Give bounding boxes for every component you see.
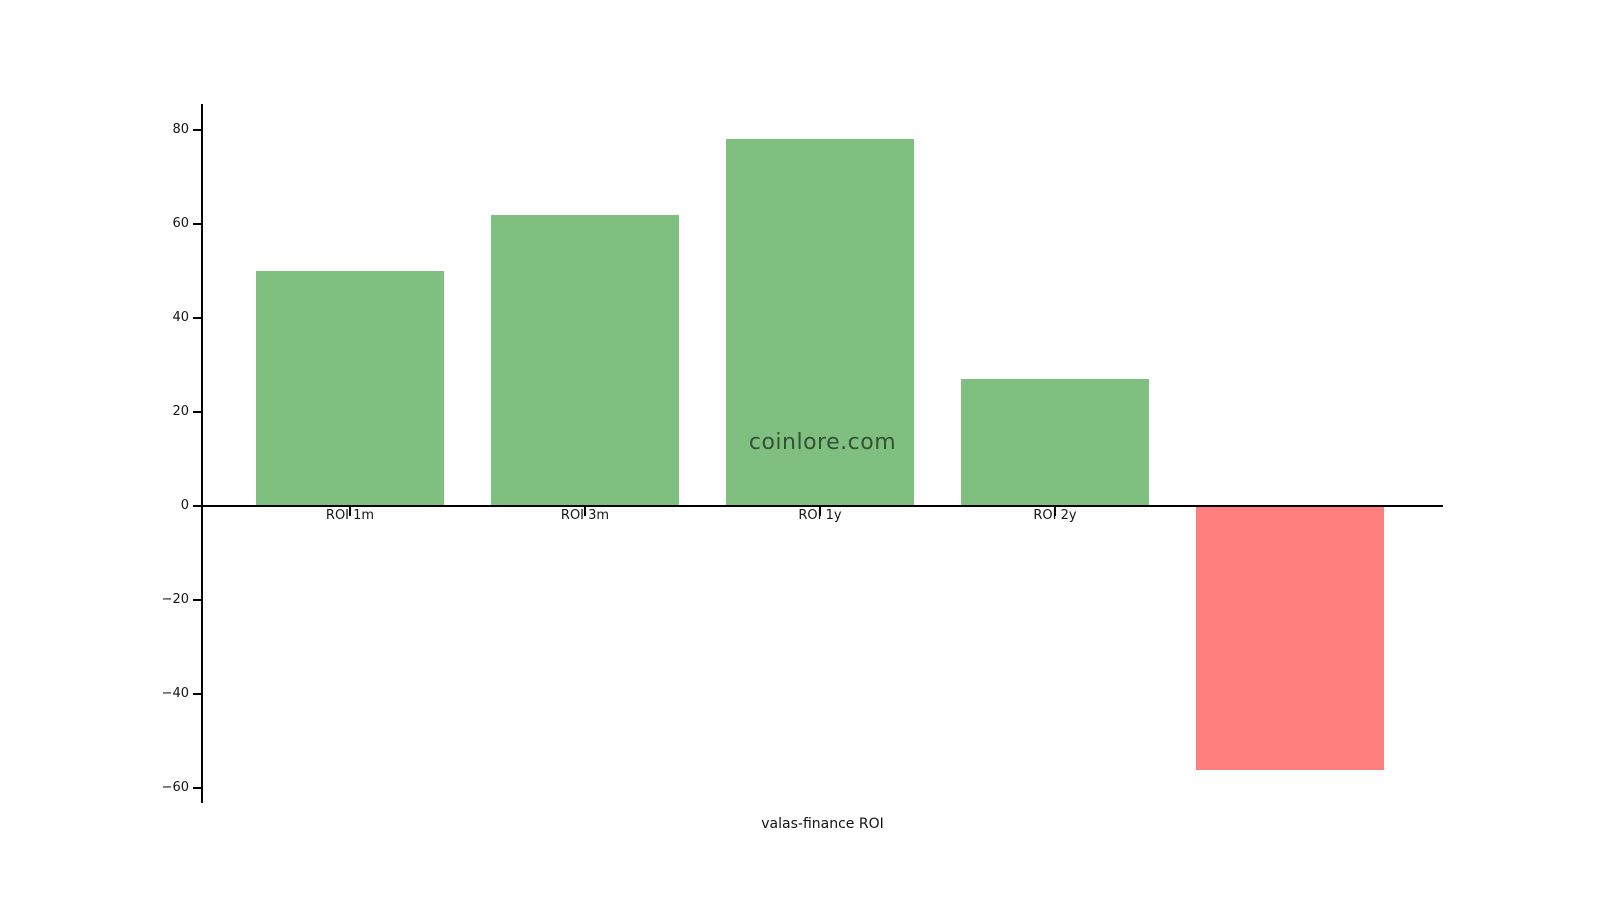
chart-title: valas-finance ROI <box>761 816 884 832</box>
y-tick-mark <box>193 787 202 789</box>
x-axis-zero-line <box>202 505 1443 507</box>
bar-roi-1y <box>726 139 914 506</box>
y-tick-mark <box>193 129 202 131</box>
bar-roi-2y <box>961 379 1149 506</box>
x-tick-mark <box>349 506 351 516</box>
x-tick-mark <box>1054 506 1056 516</box>
y-tick-label: 80 <box>172 122 189 137</box>
y-tick-label: 60 <box>172 216 189 231</box>
x-tick-mark <box>819 506 821 516</box>
y-tick-label: −20 <box>161 592 189 607</box>
y-tick-label: −40 <box>161 686 189 701</box>
watermark-text: coinlore.com <box>748 430 897 455</box>
y-tick-mark <box>193 505 202 507</box>
y-tick-label: −60 <box>161 780 189 795</box>
bar-roi-max <box>1196 507 1384 771</box>
bar-roi-3m <box>491 214 679 506</box>
x-tick-mark <box>584 506 586 516</box>
y-tick-mark <box>193 411 202 413</box>
y-axis-spine <box>201 104 203 803</box>
y-tick-label: 0 <box>180 498 189 513</box>
y-tick-mark <box>193 599 202 601</box>
y-tick-label: 20 <box>172 404 189 419</box>
y-tick-label: 40 <box>172 310 189 325</box>
y-tick-mark <box>193 693 202 695</box>
y-tick-mark <box>193 317 202 319</box>
y-tick-mark <box>193 223 202 225</box>
bar-roi-1m <box>256 271 444 506</box>
